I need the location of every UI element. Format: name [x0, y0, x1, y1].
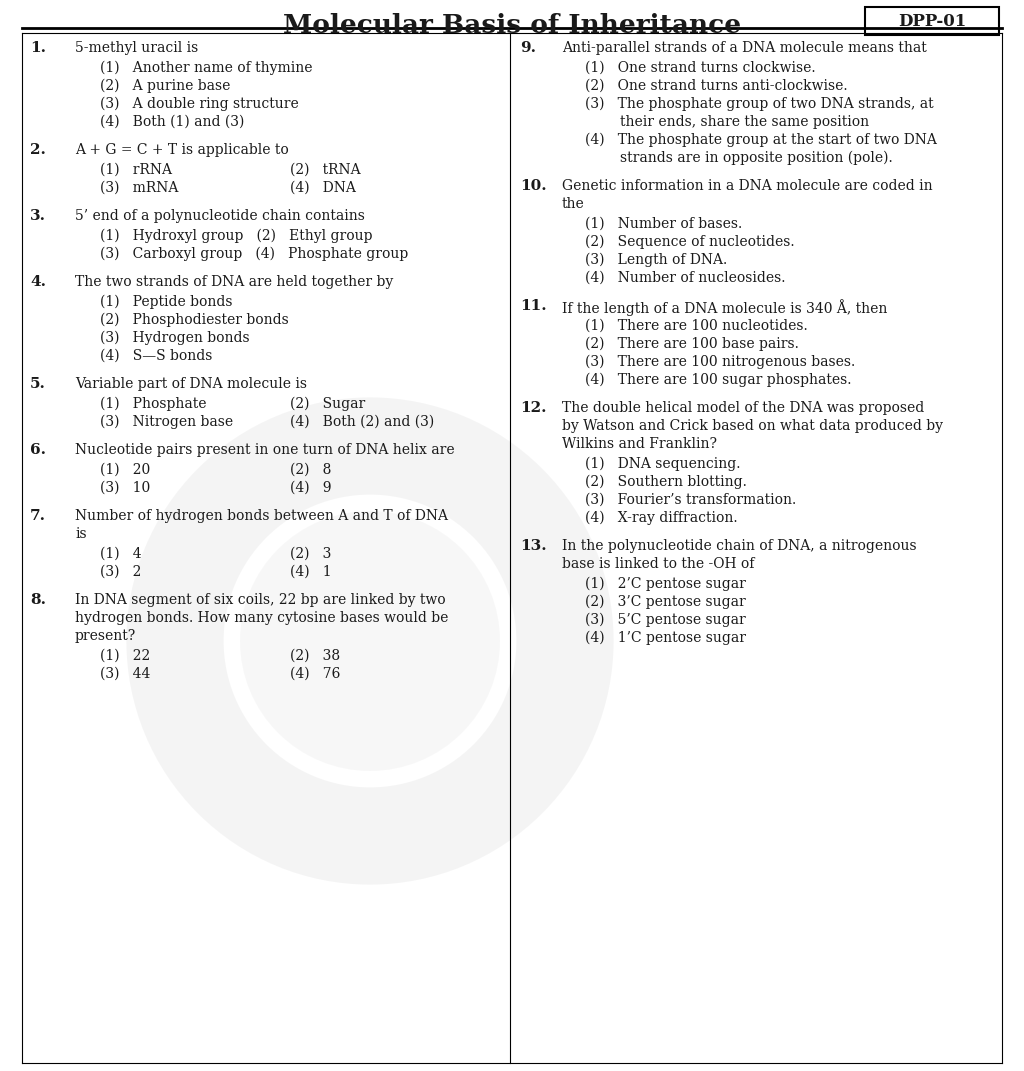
Text: (4)   DNA: (4) DNA — [290, 181, 356, 195]
Text: (3)   10: (3) 10 — [100, 481, 151, 495]
Text: (2)   Southern blotting.: (2) Southern blotting. — [585, 476, 746, 489]
Text: strands are in opposite position (pole).: strands are in opposite position (pole). — [585, 151, 893, 165]
Text: present?: present? — [75, 629, 136, 643]
Text: 5.: 5. — [30, 377, 46, 391]
Text: DPP-01: DPP-01 — [898, 13, 966, 30]
Text: (3)   Hydrogen bonds: (3) Hydrogen bonds — [100, 331, 250, 345]
Text: (4)   Number of nucleosides.: (4) Number of nucleosides. — [585, 271, 785, 285]
Text: Molecular Basis of Inheritance: Molecular Basis of Inheritance — [283, 13, 741, 37]
Text: (3)   44: (3) 44 — [100, 667, 151, 681]
Text: (1)   2’C pentose sugar: (1) 2’C pentose sugar — [585, 577, 745, 591]
Text: (4)   76: (4) 76 — [290, 667, 340, 681]
Text: hydrogen bonds. How many cytosine bases would be: hydrogen bonds. How many cytosine bases … — [75, 610, 449, 625]
Text: (3)   Nitrogen base: (3) Nitrogen base — [100, 414, 233, 429]
Text: (4)   There are 100 sugar phosphates.: (4) There are 100 sugar phosphates. — [585, 373, 852, 388]
Circle shape — [240, 511, 500, 771]
Text: (2)   Sugar: (2) Sugar — [290, 397, 366, 411]
Text: (3)   Carboxyl group   (4)   Phosphate group: (3) Carboxyl group (4) Phosphate group — [100, 247, 409, 261]
Text: (2)   3’C pentose sugar: (2) 3’C pentose sugar — [585, 595, 745, 609]
Text: 5’ end of a polynucleotide chain contains: 5’ end of a polynucleotide chain contain… — [75, 209, 365, 223]
Text: (2)   3: (2) 3 — [290, 547, 332, 561]
Text: (3)   Fourier’s transformation.: (3) Fourier’s transformation. — [585, 493, 797, 507]
Text: (2)   38: (2) 38 — [290, 649, 340, 663]
Text: (2)   tRNA: (2) tRNA — [290, 163, 360, 177]
Text: (2)   Phosphodiester bonds: (2) Phosphodiester bonds — [100, 313, 289, 328]
Text: The double helical model of the DNA was proposed: The double helical model of the DNA was … — [562, 401, 925, 414]
Text: (4)   S—S bonds: (4) S—S bonds — [100, 349, 212, 363]
Text: 12.: 12. — [520, 401, 547, 414]
Text: Number of hydrogen bonds between A and T of DNA: Number of hydrogen bonds between A and T… — [75, 509, 449, 523]
Text: 6.: 6. — [30, 443, 46, 457]
Text: (1)   22: (1) 22 — [100, 649, 151, 663]
Text: A + G = C + T is applicable to: A + G = C + T is applicable to — [75, 144, 289, 157]
Text: (1)   DNA sequencing.: (1) DNA sequencing. — [585, 457, 740, 471]
Text: (1)   There are 100 nucleotides.: (1) There are 100 nucleotides. — [585, 319, 808, 333]
Text: (1)   rRNA: (1) rRNA — [100, 163, 172, 177]
Text: Variable part of DNA molecule is: Variable part of DNA molecule is — [75, 377, 307, 391]
Text: Wilkins and Franklin?: Wilkins and Franklin? — [562, 437, 717, 451]
Text: 3.: 3. — [30, 209, 46, 223]
Text: 11.: 11. — [520, 299, 547, 313]
Text: (4)   1’C pentose sugar: (4) 1’C pentose sugar — [585, 631, 746, 646]
Text: (2)   Sequence of nucleotides.: (2) Sequence of nucleotides. — [585, 235, 795, 250]
Text: In the polynucleotide chain of DNA, a nitrogenous: In the polynucleotide chain of DNA, a ni… — [562, 539, 916, 553]
Text: (3)   There are 100 nitrogenous bases.: (3) There are 100 nitrogenous bases. — [585, 355, 855, 369]
Text: the: the — [562, 197, 585, 211]
Text: The two strands of DNA are held together by: The two strands of DNA are held together… — [75, 275, 393, 289]
Text: 13.: 13. — [520, 539, 547, 553]
Text: (1)   Peptide bonds: (1) Peptide bonds — [100, 295, 232, 310]
Text: (1)   4: (1) 4 — [100, 547, 141, 561]
Text: (2)   A purine base: (2) A purine base — [100, 79, 230, 93]
Text: base is linked to the -OH of: base is linked to the -OH of — [562, 557, 755, 571]
Text: (1)   Another name of thymine: (1) Another name of thymine — [100, 61, 312, 75]
Text: their ends, share the same position: their ends, share the same position — [585, 115, 869, 129]
Text: 5-methyl uracil is: 5-methyl uracil is — [75, 41, 199, 55]
Text: (4)   Both (2) and (3): (4) Both (2) and (3) — [290, 414, 434, 429]
Text: 9.: 9. — [520, 41, 536, 55]
Text: 2.: 2. — [30, 144, 46, 157]
Text: In DNA segment of six coils, 22 bp are linked by two: In DNA segment of six coils, 22 bp are l… — [75, 593, 445, 607]
Text: (3)   5’C pentose sugar: (3) 5’C pentose sugar — [585, 613, 745, 628]
Text: (2)   8: (2) 8 — [290, 463, 332, 477]
Text: (4)   1: (4) 1 — [290, 565, 332, 579]
Text: Genetic information in a DNA molecule are coded in: Genetic information in a DNA molecule ar… — [562, 179, 933, 193]
Text: (3)   mRNA: (3) mRNA — [100, 181, 178, 195]
Text: (4)   Both (1) and (3): (4) Both (1) and (3) — [100, 115, 245, 129]
Text: 10.: 10. — [520, 179, 547, 193]
Text: If the length of a DNA molecule is 340 Å, then: If the length of a DNA molecule is 340 Å… — [562, 299, 888, 316]
Text: 8.: 8. — [30, 593, 46, 607]
Text: Anti-parallel strands of a DNA molecule means that: Anti-parallel strands of a DNA molecule … — [562, 41, 927, 55]
Text: (3)   2: (3) 2 — [100, 565, 141, 579]
Text: (4)   9: (4) 9 — [290, 481, 332, 495]
Text: 4.: 4. — [30, 275, 46, 289]
Text: (1)   20: (1) 20 — [100, 463, 151, 477]
Text: (1)   Hydroxyl group   (2)   Ethyl group: (1) Hydroxyl group (2) Ethyl group — [100, 229, 373, 243]
Text: by Watson and Crick based on what data produced by: by Watson and Crick based on what data p… — [562, 419, 943, 433]
Text: (2)   There are 100 base pairs.: (2) There are 100 base pairs. — [585, 337, 799, 351]
Text: 1.: 1. — [30, 41, 46, 55]
Text: Nucleotide pairs present in one turn of DNA helix are: Nucleotide pairs present in one turn of … — [75, 443, 455, 457]
Text: (1)   One strand turns clockwise.: (1) One strand turns clockwise. — [585, 61, 816, 75]
Text: (3)   The phosphate group of two DNA strands, at: (3) The phosphate group of two DNA stran… — [585, 97, 934, 111]
Text: (3)   A double ring structure: (3) A double ring structure — [100, 97, 299, 111]
Text: (1)   Phosphate: (1) Phosphate — [100, 397, 207, 411]
Text: (2)   One strand turns anti-clockwise.: (2) One strand turns anti-clockwise. — [585, 79, 848, 93]
Text: 7.: 7. — [30, 509, 46, 523]
Text: is: is — [75, 527, 87, 541]
Text: (4)   X-ray diffraction.: (4) X-ray diffraction. — [585, 511, 737, 526]
Text: (4)   The phosphate group at the start of two DNA: (4) The phosphate group at the start of … — [585, 133, 937, 148]
Text: (3)   Length of DNA.: (3) Length of DNA. — [585, 253, 727, 268]
FancyBboxPatch shape — [865, 7, 999, 35]
Text: (1)   Number of bases.: (1) Number of bases. — [585, 217, 742, 231]
